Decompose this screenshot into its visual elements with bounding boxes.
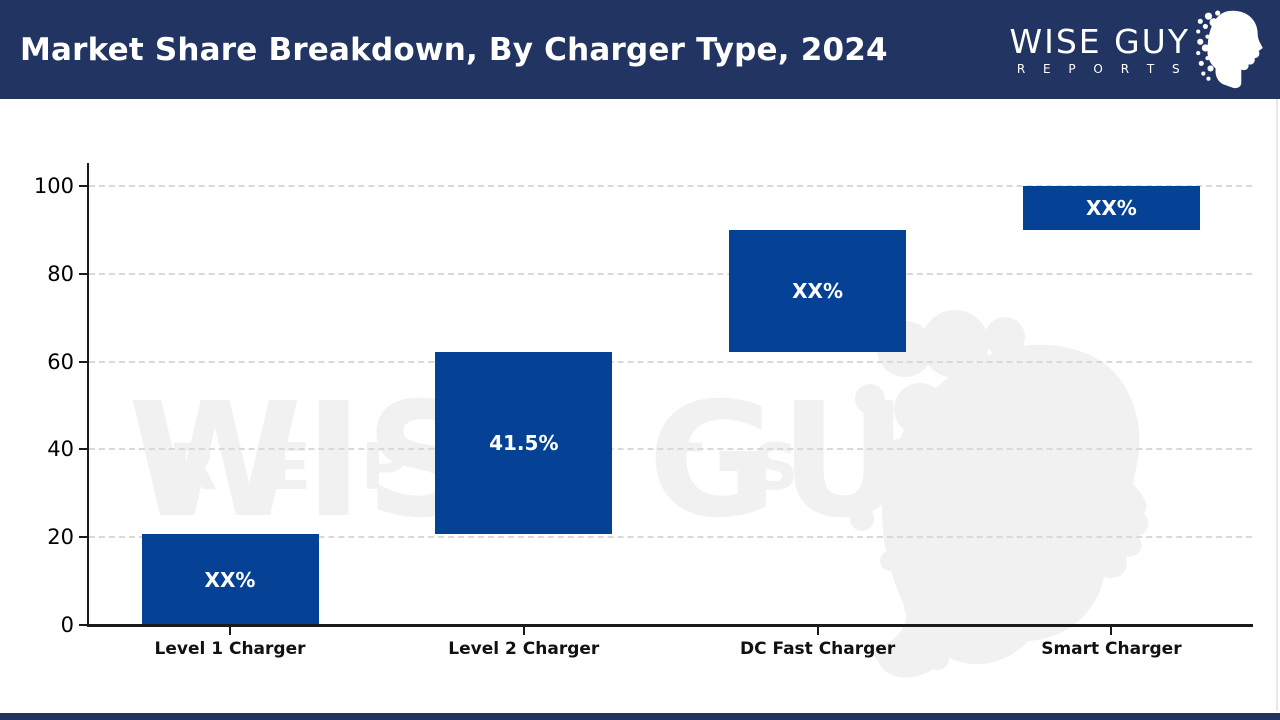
y-gridline — [89, 185, 1252, 187]
y-tick-mark — [79, 272, 88, 275]
x-axis-spine — [87, 624, 1253, 627]
bar-value-label: XX% — [1085, 195, 1137, 220]
y-gridline — [89, 536, 1252, 539]
y-axis-spine — [87, 163, 89, 626]
x-category-label: Smart Charger — [1041, 639, 1182, 659]
header-bar: Market Share Breakdown, By Charger Type,… — [0, 0, 1280, 99]
y-tick-mark — [79, 360, 88, 363]
y-gridline — [89, 360, 1252, 363]
bar-value-label: XX% — [204, 567, 256, 592]
footer-bar — [0, 713, 1280, 720]
logo-text: WISE GUY R E P O R T S — [1009, 25, 1190, 75]
waterfall-bar: XX% — [729, 229, 907, 352]
logo-subtext: R E P O R T S — [1016, 61, 1187, 76]
waterfall-bar: XX% — [141, 534, 319, 625]
y-gridline — [89, 272, 1252, 275]
x-category-label: DC Fast Charger — [739, 639, 896, 659]
y-tick-label: 40 — [47, 437, 74, 462]
y-tick-mark — [79, 624, 88, 626]
y-tick-mark — [79, 185, 88, 187]
y-gridline — [89, 448, 1252, 451]
x-tick-mark — [1110, 627, 1113, 635]
waterfall-bar: XX% — [1022, 186, 1200, 230]
y-tick-label: 60 — [47, 349, 74, 374]
y-tick-label: 100 — [33, 174, 74, 198]
waterfall-bar: 41.5% — [435, 351, 613, 535]
y-tick-mark — [79, 536, 88, 539]
x-tick-mark — [522, 627, 525, 635]
logo-head-icon — [1196, 10, 1263, 88]
y-tick-label: 20 — [47, 525, 74, 550]
y-tick-mark — [79, 448, 88, 451]
y-tick-label: 80 — [47, 261, 74, 286]
x-category-label: Level 2 Charger — [448, 639, 600, 659]
y-tick-label: 0 — [60, 613, 74, 637]
watermark-edge-line — [1276, 99, 1278, 711]
bar-value-label: XX% — [792, 278, 844, 303]
bar-value-label: 41.5% — [489, 431, 559, 456]
plot-area: XX% 41.5% XX% XX% — [89, 163, 1252, 625]
x-category-label: Level 1 Charger — [154, 639, 306, 659]
wise-guy-logo: WISE GUY R E P O R T S — [1009, 9, 1266, 91]
page-title: Market Share Breakdown, By Charger Type,… — [20, 31, 888, 68]
x-tick-mark — [816, 627, 819, 635]
x-tick-mark — [229, 627, 231, 635]
logo-wordmark: WISE GUY — [1009, 21, 1190, 61]
